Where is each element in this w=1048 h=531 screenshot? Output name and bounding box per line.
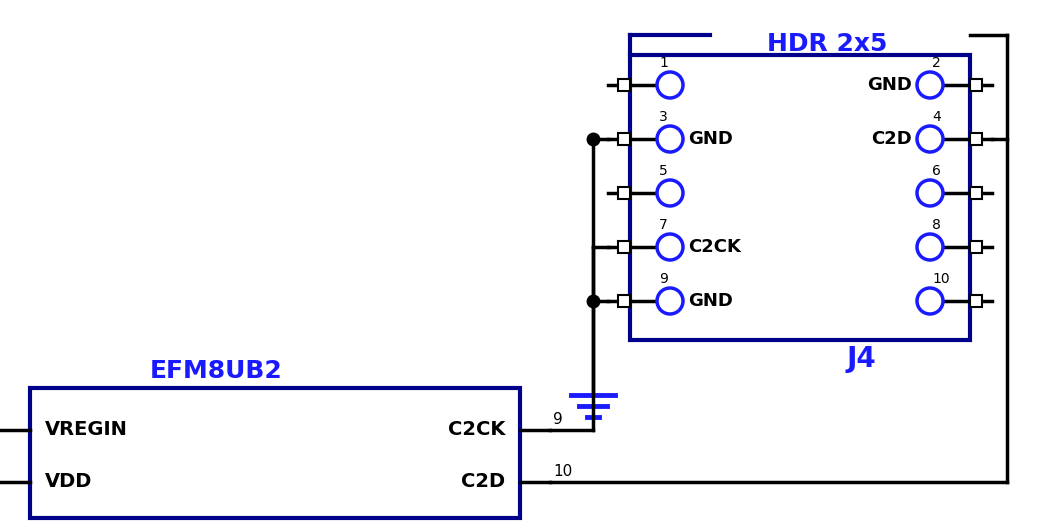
Text: 1: 1 bbox=[659, 56, 668, 70]
Text: 9: 9 bbox=[553, 412, 563, 426]
Text: 10: 10 bbox=[553, 464, 572, 478]
Circle shape bbox=[657, 72, 683, 98]
Text: VREGIN: VREGIN bbox=[45, 420, 128, 439]
Text: C2CK: C2CK bbox=[447, 420, 505, 439]
Text: 2: 2 bbox=[932, 56, 941, 70]
Text: C2D: C2D bbox=[461, 472, 505, 491]
Text: 4: 4 bbox=[932, 110, 941, 124]
Bar bbox=[618, 79, 630, 91]
Text: J4: J4 bbox=[847, 345, 876, 373]
Text: 9: 9 bbox=[659, 272, 668, 286]
Text: HDR 2x5: HDR 2x5 bbox=[767, 32, 888, 56]
Text: 6: 6 bbox=[932, 164, 941, 178]
Text: 7: 7 bbox=[659, 218, 668, 232]
Circle shape bbox=[917, 234, 943, 260]
Text: 5: 5 bbox=[659, 164, 668, 178]
Text: C2CK: C2CK bbox=[687, 238, 741, 256]
Bar bbox=[970, 133, 982, 145]
Circle shape bbox=[917, 126, 943, 152]
Bar bbox=[970, 241, 982, 253]
Circle shape bbox=[657, 288, 683, 314]
Bar bbox=[618, 187, 630, 199]
Bar bbox=[970, 187, 982, 199]
Bar bbox=[618, 241, 630, 253]
Bar bbox=[970, 295, 982, 307]
Bar bbox=[618, 133, 630, 145]
Text: GND: GND bbox=[687, 292, 733, 310]
Circle shape bbox=[657, 180, 683, 206]
Text: EFM8UB2: EFM8UB2 bbox=[150, 359, 283, 383]
Circle shape bbox=[917, 180, 943, 206]
Circle shape bbox=[917, 72, 943, 98]
Text: 8: 8 bbox=[932, 218, 941, 232]
Text: VDD: VDD bbox=[45, 472, 92, 491]
Text: GND: GND bbox=[687, 130, 733, 148]
Circle shape bbox=[657, 126, 683, 152]
Circle shape bbox=[917, 288, 943, 314]
Circle shape bbox=[657, 234, 683, 260]
Bar bbox=[630, 55, 970, 340]
Text: 3: 3 bbox=[659, 110, 668, 124]
Bar bbox=[30, 388, 520, 518]
Bar bbox=[618, 295, 630, 307]
Text: GND: GND bbox=[867, 76, 912, 94]
Text: 10: 10 bbox=[932, 272, 949, 286]
Bar bbox=[970, 79, 982, 91]
Text: C2D: C2D bbox=[871, 130, 912, 148]
